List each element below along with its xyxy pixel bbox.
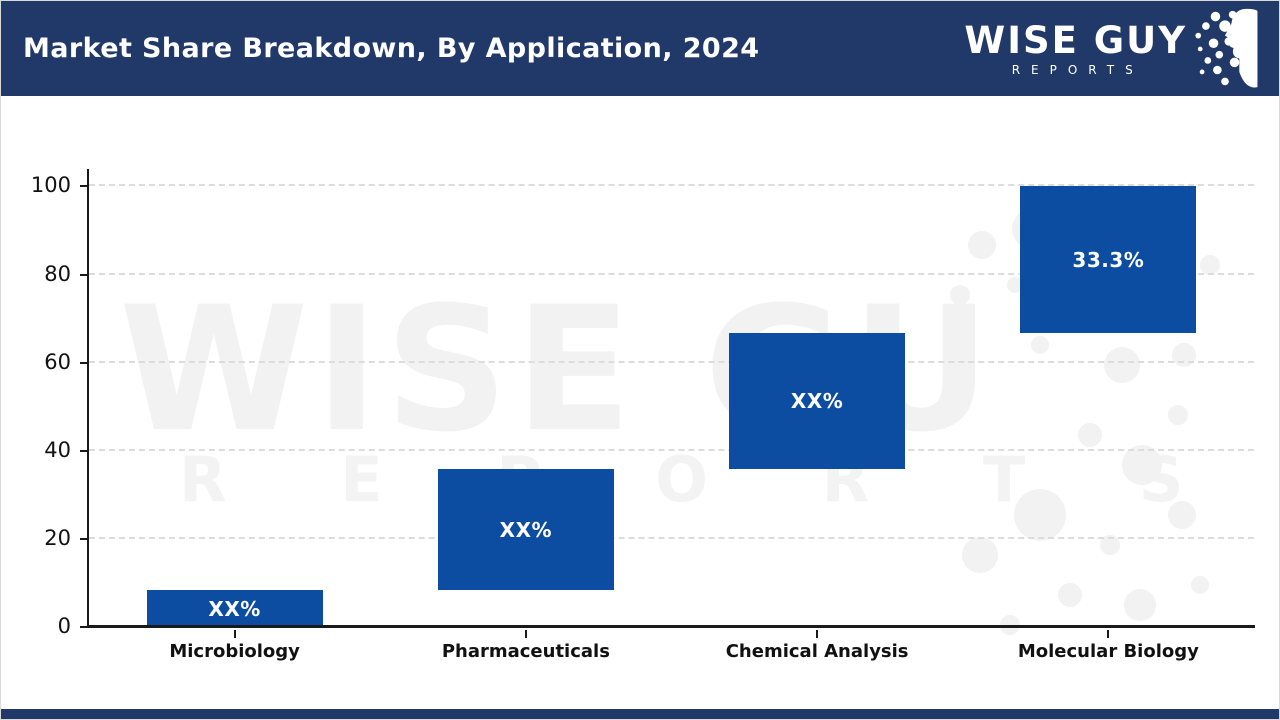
x-category-label-chemical-analysis: Chemical Analysis [725,641,909,662]
bar-value-label: XX% [790,389,844,413]
y-tick-label-60: 60 [44,349,71,374]
bar-value-label: XX% [499,517,553,542]
x-tick-mark-4 [1107,630,1110,638]
bar-value-label: 33.3% [1072,247,1145,272]
gridline-40 [89,448,1254,451]
y-tick-mark-60 [80,361,88,364]
gridline-20 [89,536,1254,539]
x-category-label-molecular-biology: Molecular Biology [1017,641,1199,662]
plot-area: XX% XX% XX% 33.3% [89,171,1254,638]
logo-wordmark: WISE GUY [964,18,1187,62]
y-tick-mark-80 [80,273,88,276]
chart-title: Market Share Breakdown, By Application, … [23,33,760,64]
x-category-label-pharmaceuticals: Pharmaceuticals [441,641,610,662]
wise-guy-reports-logo: WISE GUY REPORTS [964,7,1261,91]
y-axis-line [87,169,89,627]
gridline-60 [89,360,1254,363]
x-tick-mark-1 [233,630,236,638]
gridline-100 [89,184,1254,187]
gridline-80 [89,272,1254,275]
y-tick-label-100: 100 [30,173,71,198]
dotted-face-logo-icon [1195,8,1258,88]
x-tick-mark-2 [524,630,527,638]
y-tick-mark-20 [80,537,88,540]
y-tick-label-20: 20 [44,525,71,550]
y-tick-mark-0 [80,626,88,628]
bar-pharmaceuticals: XX% [437,468,614,591]
bar-microbiology: XX% [146,590,323,627]
y-tick-mark-40 [80,449,88,452]
header-band: Market Share Breakdown, By Application, … [1,1,1279,96]
logo-subtitle: REPORTS [1011,62,1144,77]
bar-molecular-biology: 33.3% [1020,186,1197,334]
logo-text: WISE GUY REPORTS [964,22,1187,76]
bar-chemical-analysis: XX% [729,333,906,469]
watermark-reports: R E P O R T S [179,443,1230,516]
y-tick-mark-100 [80,185,88,188]
footer-band [1,709,1279,719]
y-tick-label-40: 40 [44,437,71,462]
x-axis-labels: Microbiology Pharmaceuticals Chemical Anal… [89,641,1254,662]
y-axis: 0 20 40 60 80 100 [1,171,88,638]
x-tick-mark-3 [816,630,819,638]
x-axis-line [87,625,1255,628]
y-tick-label-0: 0 [57,614,71,639]
x-category-label-microbiology: Microbiology [169,641,300,662]
bar-value-label: XX% [208,596,261,621]
y-tick-label-80: 80 [44,261,71,286]
